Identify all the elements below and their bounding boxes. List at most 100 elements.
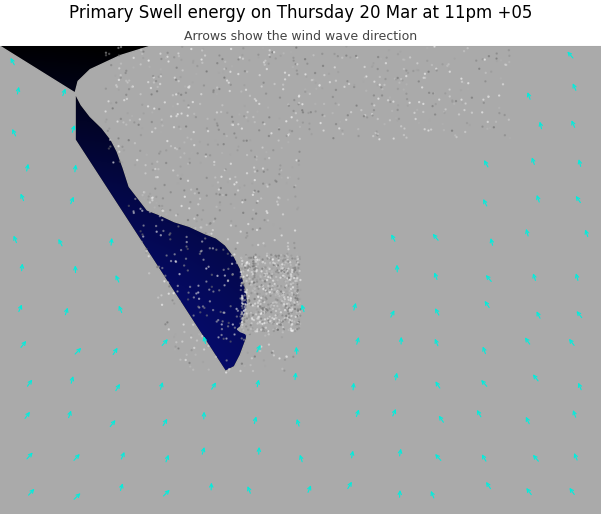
Point (192, 62, 202, 70)
Point (138, 207, 147, 215)
Point (264, 154, 274, 162)
Point (429, 89, 438, 98)
Point (186, 45, 196, 53)
Point (278, 328, 288, 336)
Point (260, 61, 269, 69)
Point (230, 324, 240, 332)
Point (293, 283, 302, 291)
Point (291, 291, 301, 300)
Point (240, 288, 250, 296)
Point (292, 274, 302, 283)
Point (251, 97, 261, 105)
Point (255, 325, 265, 334)
Point (139, 47, 148, 56)
Point (278, 81, 288, 89)
Point (492, 54, 501, 63)
Point (281, 278, 290, 286)
Point (290, 287, 300, 295)
Point (302, 60, 312, 68)
Point (236, 286, 246, 294)
Point (271, 260, 281, 268)
Point (427, 61, 437, 69)
Point (210, 173, 220, 181)
Point (359, 78, 368, 86)
Point (144, 269, 154, 278)
Point (268, 251, 278, 259)
Point (373, 115, 383, 123)
Point (278, 326, 288, 335)
Point (241, 304, 251, 312)
Point (285, 315, 295, 323)
Point (393, 74, 403, 82)
Point (236, 313, 245, 321)
Point (294, 160, 304, 169)
Point (158, 207, 168, 215)
Point (287, 113, 296, 121)
Point (370, 78, 379, 86)
Point (236, 282, 246, 290)
Point (495, 91, 504, 100)
Point (248, 241, 257, 249)
Point (209, 88, 218, 96)
Point (283, 253, 293, 261)
Point (483, 118, 493, 126)
Point (450, 67, 460, 75)
Point (278, 296, 288, 304)
Point (280, 293, 290, 301)
Point (241, 301, 251, 309)
Point (233, 120, 243, 128)
Point (295, 311, 305, 320)
Point (307, 52, 316, 61)
Point (205, 220, 215, 228)
Point (129, 207, 138, 215)
Point (293, 70, 302, 78)
Point (274, 256, 284, 264)
Point (250, 300, 260, 308)
Point (396, 122, 406, 131)
Point (278, 289, 288, 298)
Point (179, 262, 189, 270)
Point (258, 318, 268, 326)
Point (224, 265, 233, 273)
Point (492, 57, 502, 65)
Point (154, 150, 164, 158)
Point (337, 53, 347, 62)
Point (169, 53, 179, 61)
Point (260, 315, 270, 323)
Point (293, 298, 302, 306)
Point (258, 306, 268, 314)
Point (242, 273, 252, 281)
Point (267, 271, 276, 280)
Point (252, 153, 261, 161)
Point (189, 365, 198, 374)
Point (226, 160, 236, 168)
Point (383, 67, 392, 75)
Point (266, 311, 275, 320)
Point (367, 110, 377, 118)
Point (199, 255, 209, 264)
Point (248, 271, 257, 279)
Point (197, 46, 207, 54)
Point (221, 191, 231, 199)
Point (495, 109, 504, 117)
Point (258, 321, 267, 329)
Point (257, 267, 266, 276)
Point (153, 173, 162, 181)
Point (425, 116, 435, 124)
Point (282, 268, 291, 276)
Point (240, 102, 249, 110)
Point (279, 301, 289, 309)
Point (227, 62, 237, 70)
Point (259, 168, 269, 176)
Point (194, 288, 203, 297)
Point (162, 146, 171, 155)
Point (270, 325, 279, 333)
Point (282, 293, 292, 301)
Point (267, 285, 276, 293)
Point (215, 200, 225, 209)
Point (251, 301, 260, 309)
Point (247, 302, 257, 310)
Point (263, 282, 273, 290)
Point (248, 275, 258, 283)
Point (174, 49, 183, 58)
